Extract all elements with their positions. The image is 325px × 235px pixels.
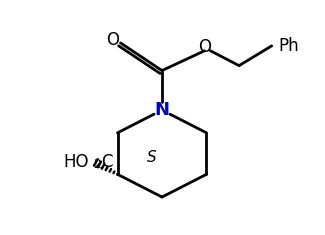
Text: O: O [106,31,119,49]
Text: C: C [101,153,112,172]
Text: O: O [198,38,211,56]
Text: N: N [154,101,170,119]
Text: 2: 2 [93,158,101,171]
Text: S: S [147,150,157,165]
Text: Ph: Ph [279,37,299,55]
Text: HO: HO [63,153,89,172]
